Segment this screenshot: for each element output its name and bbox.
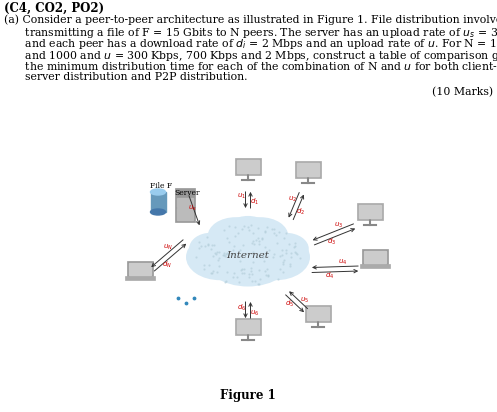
Ellipse shape <box>189 233 233 265</box>
Bar <box>362 249 388 265</box>
Text: the minimum distribution time for each of the combination of N and $u$ for both : the minimum distribution time for each o… <box>4 60 497 72</box>
Text: Server: Server <box>174 189 200 197</box>
Bar <box>127 261 153 277</box>
Text: $d_3$: $d_3$ <box>327 237 336 247</box>
Text: $u_5$: $u_5$ <box>300 296 309 305</box>
Text: File F: File F <box>150 182 171 190</box>
Ellipse shape <box>151 209 166 215</box>
Ellipse shape <box>186 234 254 280</box>
Bar <box>360 264 390 268</box>
Bar <box>177 198 193 207</box>
Text: $u_4$: $u_4$ <box>338 258 347 267</box>
Text: $u_3$: $u_3$ <box>334 221 343 230</box>
Ellipse shape <box>242 234 310 280</box>
Ellipse shape <box>225 216 271 248</box>
Text: $d_1$: $d_1$ <box>249 197 259 207</box>
Text: $u_1$: $u_1$ <box>237 192 247 201</box>
Bar <box>237 160 259 173</box>
Text: (C4, CO2, PO2): (C4, CO2, PO2) <box>4 2 104 15</box>
Text: and each peer has a download rate of $d_i$ = 2 Mbps and an upload rate of $u$. F: and each peer has a download rate of $d_… <box>4 37 497 51</box>
Bar <box>175 188 195 222</box>
Bar <box>364 251 386 263</box>
Bar <box>235 318 261 335</box>
Text: $d_N$: $d_N$ <box>163 260 172 270</box>
Text: $u_N$: $u_N$ <box>164 243 173 252</box>
Text: $d_2$: $d_2$ <box>296 206 305 217</box>
Bar <box>237 320 259 333</box>
Text: $u_6$: $u_6$ <box>249 309 259 318</box>
Text: $u_2$: $u_2$ <box>288 194 297 204</box>
Bar <box>129 263 151 275</box>
Bar <box>235 158 261 175</box>
Text: Internet: Internet <box>227 250 269 260</box>
Bar <box>297 163 319 176</box>
Text: $u_s$: $u_s$ <box>187 204 196 213</box>
Ellipse shape <box>208 217 263 255</box>
Text: $d_6$: $d_6$ <box>237 303 247 313</box>
Bar <box>305 305 331 322</box>
Text: transmitting a file of F = 15 Gbits to N peers. The server has an upload rate of: transmitting a file of F = 15 Gbits to N… <box>4 26 497 40</box>
Text: (10 Marks): (10 Marks) <box>432 87 493 97</box>
Text: (a) Consider a peer-to-peer architecture as illustrated in Figure 1. File distri: (a) Consider a peer-to-peer architecture… <box>4 14 497 25</box>
Text: Figure 1: Figure 1 <box>220 389 276 402</box>
Bar <box>177 208 193 220</box>
Ellipse shape <box>201 223 295 286</box>
Bar <box>307 307 329 320</box>
Text: and 1000 and $u$ = 300 Kbps, 700 Kbps and 2 Mbps, construct a table of compariso: and 1000 and $u$ = 300 Kbps, 700 Kbps an… <box>4 49 497 63</box>
Text: $d_5$: $d_5$ <box>285 299 295 309</box>
Ellipse shape <box>151 189 166 195</box>
Bar <box>295 161 321 178</box>
Text: $d_4$: $d_4$ <box>326 271 335 281</box>
Bar <box>125 276 155 280</box>
Bar <box>151 192 166 212</box>
Ellipse shape <box>261 233 309 265</box>
Bar <box>359 205 381 218</box>
Ellipse shape <box>233 217 288 255</box>
Text: server distribution and P2P distribution.: server distribution and P2P distribution… <box>4 72 248 82</box>
Bar <box>357 203 383 220</box>
